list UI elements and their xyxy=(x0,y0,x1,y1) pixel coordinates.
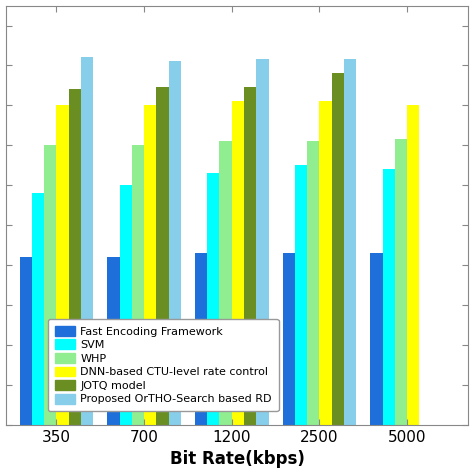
Bar xyxy=(56,105,69,425)
Bar xyxy=(169,62,181,425)
Bar xyxy=(232,101,244,425)
Bar xyxy=(207,173,219,425)
Bar xyxy=(219,141,232,425)
Bar xyxy=(370,253,383,425)
Bar xyxy=(332,73,344,425)
Bar xyxy=(144,105,156,425)
Bar xyxy=(69,90,81,425)
Bar xyxy=(107,257,119,425)
Bar xyxy=(407,105,419,425)
Bar xyxy=(44,146,56,425)
Legend: Fast Encoding Framework, SVM, WHP, DNN-based CTU-level rate control, JOTQ model,: Fast Encoding Framework, SVM, WHP, DNN-b… xyxy=(48,319,279,411)
Bar xyxy=(319,101,332,425)
Bar xyxy=(395,139,407,425)
Bar xyxy=(156,87,169,425)
Bar xyxy=(32,193,44,425)
Bar xyxy=(307,141,319,425)
Bar xyxy=(344,60,356,425)
Bar xyxy=(295,165,307,425)
Bar xyxy=(256,60,269,425)
Bar xyxy=(119,185,132,425)
Bar xyxy=(19,257,32,425)
Bar xyxy=(195,253,207,425)
Bar xyxy=(283,253,295,425)
Bar xyxy=(81,57,93,425)
Bar xyxy=(244,87,256,425)
Bar xyxy=(132,146,144,425)
X-axis label: Bit Rate(kbps): Bit Rate(kbps) xyxy=(170,450,304,468)
Bar xyxy=(383,169,395,425)
